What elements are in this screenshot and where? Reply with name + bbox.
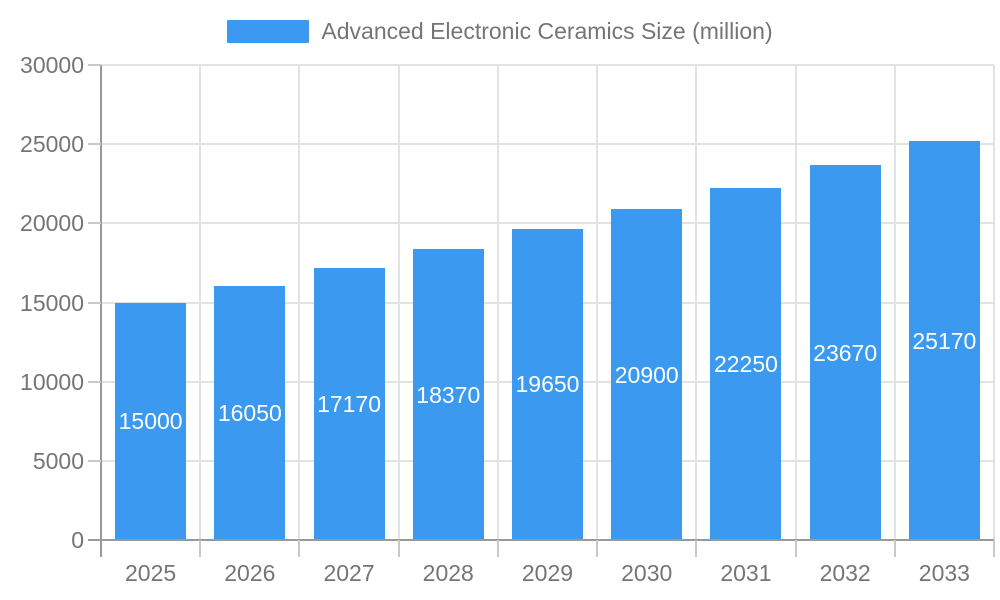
- x-axis-tick: [397, 540, 400, 557]
- y-axis-tick-label: 15000: [20, 289, 84, 316]
- x-axis-line: [88, 539, 994, 541]
- x-axis-tick-label: 2032: [819, 560, 871, 586]
- x-axis-tick-label: 2031: [720, 560, 772, 586]
- y-axis-tick-label: 5000: [32, 447, 84, 474]
- x-axis-tick-label: 2027: [323, 560, 375, 586]
- v-gridline: [397, 65, 400, 540]
- x-axis-tick-label: 2028: [422, 560, 474, 586]
- y-axis-tick: [88, 301, 101, 304]
- x-axis-tick-label: 2026: [224, 560, 276, 586]
- bar-value-label: 15000: [118, 408, 183, 435]
- y-axis-tick-label: 0: [71, 527, 84, 553]
- y-axis-tick-label: 25000: [20, 131, 84, 158]
- bar-value-label: 23670: [813, 339, 878, 366]
- x-axis-tick-label: 2025: [125, 560, 177, 586]
- bar: [214, 285, 286, 540]
- v-gridline: [794, 65, 797, 540]
- x-axis-tick: [993, 540, 995, 557]
- bar: [809, 165, 881, 540]
- x-axis-tick: [199, 540, 202, 557]
- x-axis-tick: [496, 540, 499, 557]
- v-gridline: [496, 65, 499, 540]
- bar: [908, 141, 980, 540]
- y-axis-tick: [88, 380, 101, 383]
- y-axis-tick: [88, 64, 101, 66]
- x-axis-tick-label: 2033: [918, 560, 970, 586]
- bar-value-label: 17170: [317, 391, 382, 418]
- bar: [115, 302, 187, 540]
- bar: [412, 249, 484, 540]
- legend-swatch: [227, 20, 310, 43]
- h-gridline: [101, 64, 994, 66]
- x-axis-tick-label: 2030: [621, 560, 673, 586]
- y-axis-tick: [88, 143, 101, 146]
- bar: [512, 228, 583, 540]
- y-axis-tick-label: 30000: [20, 52, 84, 78]
- bar-value-label: 22250: [713, 350, 778, 377]
- plot-area: 15000 16050 17170 18370 19650 20900 22250 23670…: [101, 64, 995, 540]
- bar: [313, 268, 385, 540]
- bar-value-label: 25170: [912, 327, 977, 354]
- legend: Advanced Electronic Ceramics Size (milli…: [0, 20, 1000, 43]
- y-axis-tick-label: 20000: [20, 210, 84, 237]
- x-axis-tick: [893, 540, 896, 557]
- bar-value-label: 18370: [416, 381, 481, 408]
- v-gridline: [298, 65, 301, 540]
- y-axis-tick: [88, 459, 101, 462]
- x-axis-tick-label: 2029: [521, 560, 574, 586]
- legend-label: Advanced Electronic Ceramics Size (milli…: [321, 18, 773, 44]
- h-gridline: [101, 222, 994, 225]
- v-gridline: [695, 65, 698, 540]
- y-axis-tick: [88, 222, 101, 225]
- h-gridline: [101, 143, 994, 146]
- bar-value-label: 16050: [217, 399, 282, 426]
- bar: [611, 209, 683, 540]
- y-axis-line: [100, 65, 102, 557]
- bar: [710, 187, 782, 540]
- v-gridline: [893, 65, 896, 540]
- v-gridline: [199, 65, 202, 540]
- v-gridline: [596, 65, 599, 540]
- bar-value-label: 19650: [515, 371, 580, 398]
- y-axis-tick-label: 10000: [20, 368, 84, 395]
- v-gridline: [993, 65, 995, 540]
- x-axis-tick: [596, 540, 599, 557]
- x-axis-tick: [298, 540, 301, 557]
- x-axis-tick: [794, 540, 797, 557]
- bar-value-label: 20900: [614, 361, 679, 388]
- x-axis-tick: [695, 540, 698, 557]
